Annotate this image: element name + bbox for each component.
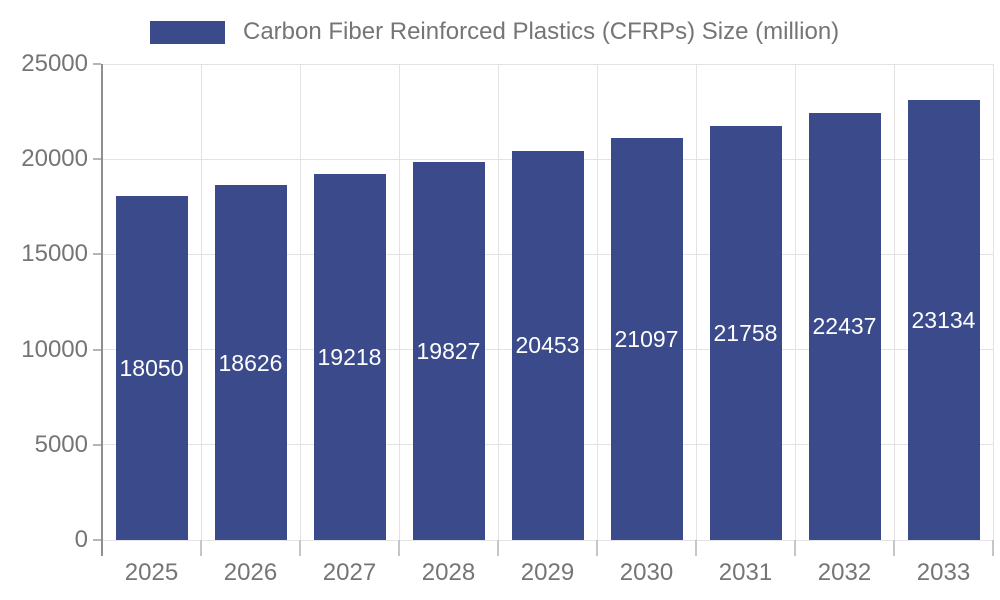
bar-value-label: 21097 bbox=[614, 326, 679, 353]
y-axis-tick bbox=[93, 63, 101, 65]
y-axis-tick bbox=[93, 348, 101, 351]
bar-value-label: 22437 bbox=[812, 313, 877, 340]
y-axis-tick bbox=[93, 539, 101, 541]
legend-swatch[interactable] bbox=[150, 21, 225, 44]
bar-value-label: 21758 bbox=[713, 319, 778, 346]
x-axis-tick bbox=[794, 540, 796, 556]
y-axis-line bbox=[101, 64, 103, 556]
bar-value-label: 18050 bbox=[119, 355, 184, 382]
gridline-vertical bbox=[695, 64, 697, 540]
bar-value-label: 20453 bbox=[515, 332, 580, 359]
x-axis-tick bbox=[992, 540, 994, 556]
bar-2027 bbox=[313, 174, 386, 540]
y-tick-label: 10000 bbox=[21, 335, 88, 363]
bar-2030 bbox=[610, 138, 683, 540]
y-tick-label: 15000 bbox=[21, 240, 88, 268]
y-tick-label: 25000 bbox=[21, 50, 88, 77]
bar-value-label: 23134 bbox=[911, 306, 976, 333]
y-axis-tick bbox=[93, 253, 101, 256]
bar-2033 bbox=[907, 99, 980, 540]
gridline-horizontal bbox=[102, 539, 993, 541]
bar-2025 bbox=[115, 196, 188, 540]
bar-value-label: 19827 bbox=[416, 338, 481, 365]
x-tick-label: 2033 bbox=[916, 559, 971, 586]
bar-2026 bbox=[214, 185, 287, 540]
x-tick-label: 2031 bbox=[718, 559, 773, 586]
bar-2031 bbox=[709, 125, 782, 540]
y-tick-label: 0 bbox=[74, 526, 88, 553]
gridline-vertical bbox=[398, 64, 400, 540]
gridline-vertical bbox=[200, 64, 202, 540]
bar-value-label: 19218 bbox=[317, 344, 382, 371]
x-axis-tick bbox=[695, 540, 697, 556]
x-tick-label: 2030 bbox=[619, 559, 674, 586]
gridline-vertical bbox=[497, 64, 499, 540]
x-tick-label: 2026 bbox=[223, 559, 278, 586]
x-axis-tick bbox=[497, 540, 499, 556]
legend-label[interactable]: Carbon Fiber Reinforced Plastics (CFRPs)… bbox=[243, 18, 840, 45]
gridline-vertical bbox=[893, 64, 895, 540]
bar-2032 bbox=[808, 112, 881, 540]
bar-2028 bbox=[412, 162, 485, 540]
x-axis-tick bbox=[200, 540, 202, 556]
y-tick-label: 5000 bbox=[34, 430, 88, 458]
x-tick-label: 2032 bbox=[817, 559, 872, 586]
gridline-vertical bbox=[596, 64, 598, 540]
y-tick-label: 20000 bbox=[21, 145, 88, 173]
y-axis-tick bbox=[93, 443, 101, 446]
x-tick-label: 2029 bbox=[520, 559, 575, 586]
gridline-vertical bbox=[299, 64, 301, 540]
x-axis-tick bbox=[893, 540, 895, 556]
x-tick-label: 2028 bbox=[421, 559, 476, 586]
gridline-vertical bbox=[794, 64, 796, 540]
gridline-horizontal bbox=[102, 63, 993, 65]
gridline-vertical bbox=[992, 64, 994, 540]
x-axis-tick bbox=[596, 540, 598, 556]
bar-2029 bbox=[511, 150, 584, 540]
bar-value-label: 18626 bbox=[218, 349, 283, 376]
x-tick-label: 2025 bbox=[124, 559, 179, 586]
x-axis-tick bbox=[398, 540, 400, 556]
y-axis-tick bbox=[93, 158, 101, 161]
x-tick-label: 2027 bbox=[322, 559, 377, 586]
x-axis-tick bbox=[299, 540, 301, 556]
